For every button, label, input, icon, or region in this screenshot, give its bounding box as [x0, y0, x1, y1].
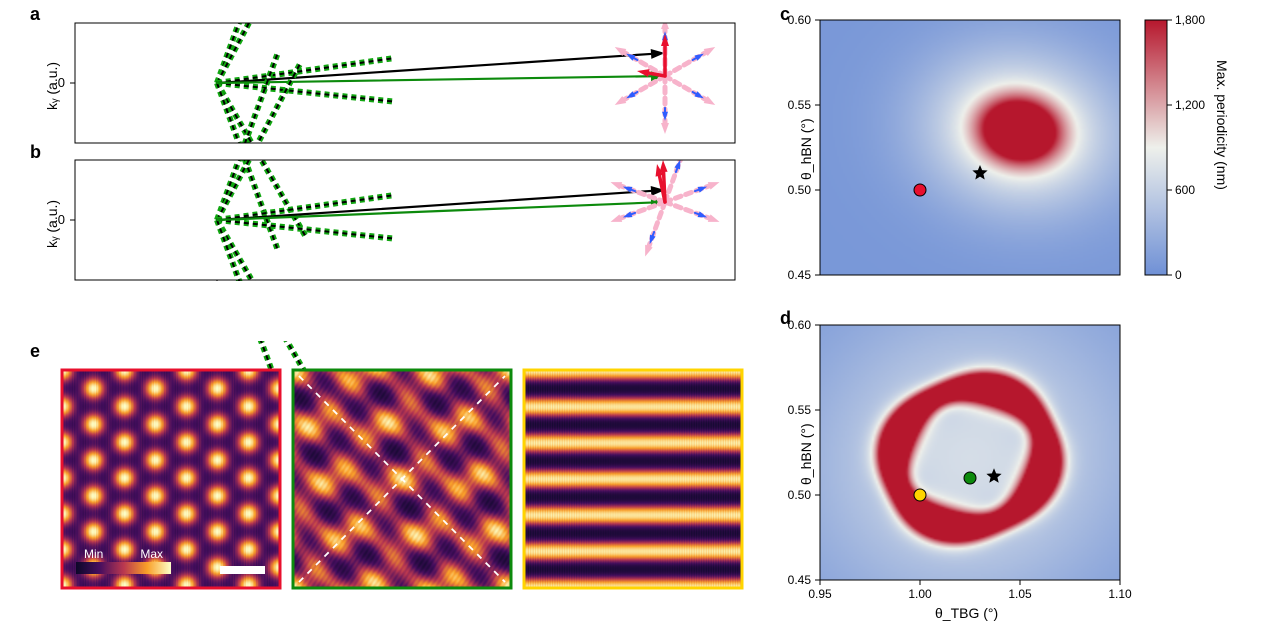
ylabel-d: θ_hBN (°)	[798, 423, 814, 485]
svg-text:Min: Min	[84, 547, 103, 561]
panel-label-e: e	[30, 341, 40, 362]
panel-d-svg: 0.450.500.550.600.951.001.051.10	[820, 325, 1120, 580]
xlabel-d: θ_TBG (°)	[935, 605, 998, 621]
svg-text:0: 0	[58, 75, 65, 90]
ylabel-c: θ_hBN (°)	[798, 118, 814, 180]
svg-text:Max: Max	[140, 547, 163, 561]
svg-text:0.60: 0.60	[788, 318, 812, 332]
svg-text:0: 0	[58, 212, 65, 227]
svg-text:600: 600	[1175, 183, 1195, 197]
svg-text:1,800: 1,800	[1175, 13, 1205, 27]
panel-label-b: b	[30, 142, 41, 163]
svg-text:1.00: 1.00	[908, 587, 932, 601]
svg-text:0.55: 0.55	[788, 98, 812, 112]
panel-e-svg: Min Max	[62, 370, 762, 602]
panel-label-a: a	[30, 4, 40, 25]
svg-text:1,200: 1,200	[1175, 98, 1205, 112]
svg-text:0.60: 0.60	[788, 13, 812, 27]
svg-text:1.10: 1.10	[1108, 587, 1132, 601]
svg-text:0.45: 0.45	[788, 268, 812, 282]
svg-text:0.55: 0.55	[788, 403, 812, 417]
svg-text:0.45: 0.45	[788, 573, 812, 587]
svg-text:0.50: 0.50	[788, 488, 812, 502]
panel-c-svg: 0.450.500.550.60	[820, 20, 1120, 275]
svg-text:0: 0	[1175, 268, 1182, 282]
cbar-label: Max. periodicity (nm)	[1214, 60, 1230, 190]
svg-text:0.95: 0.95	[808, 587, 832, 601]
svg-text:1.05: 1.05	[1008, 587, 1032, 601]
svg-text:0.50: 0.50	[788, 183, 812, 197]
colorbar-svg: 06001,2001,800	[1145, 20, 1167, 275]
panel-ab-svg: 000	[75, 23, 735, 298]
figure-root: a b c d e kᵧ (a.u.) kᵧ (a.u.) kₓ (a.u.) …	[0, 0, 1269, 640]
